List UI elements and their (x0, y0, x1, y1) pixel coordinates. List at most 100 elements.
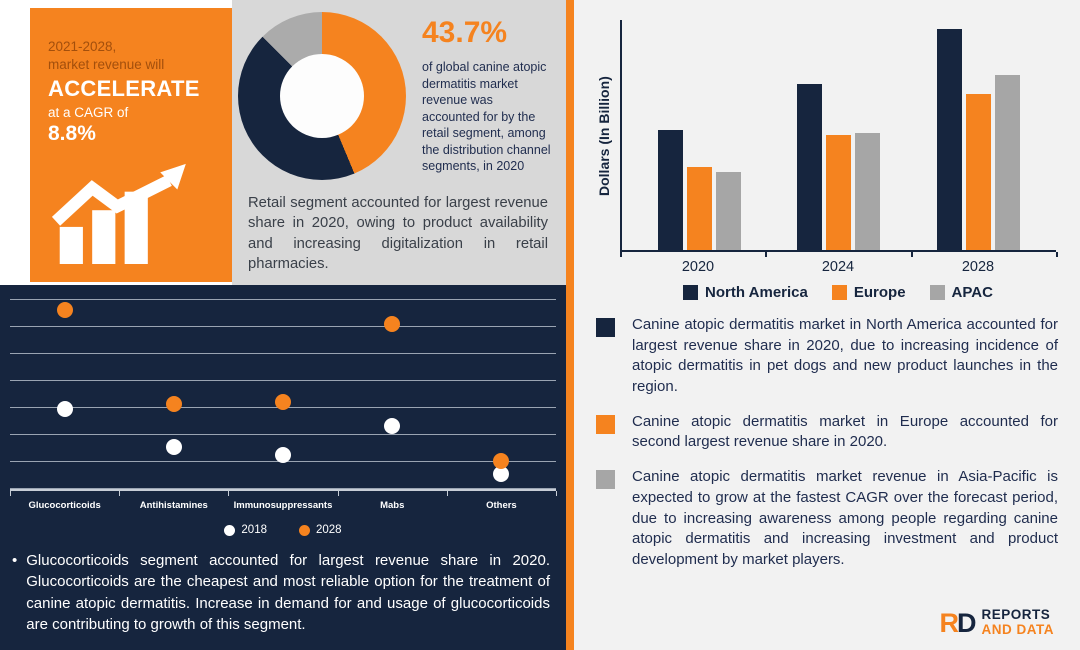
bullet-text: Canine atopic dermatitis market in North… (632, 316, 1058, 396)
distribution-donut (238, 12, 406, 180)
accel-headline: ACCELERATE (48, 76, 200, 102)
dotplot-plot (10, 299, 556, 491)
donut-row: 43.7% of global canine atopic dermatitis… (238, 12, 554, 180)
north-america-swatch-icon (596, 318, 615, 337)
axis-tick (620, 252, 622, 257)
dot-2028-glucocorticoids (56, 302, 73, 319)
bullet-marker: • (12, 552, 18, 569)
bar-group-2024 (769, 20, 908, 250)
x-axis-label: 2028 (961, 259, 995, 275)
category-label: Mabs (380, 500, 405, 511)
legend-item-apac: APAC (929, 284, 993, 301)
europe-swatch-icon (596, 414, 615, 434)
bar-xticks (620, 252, 1058, 258)
category-label: Immunosuppressants (233, 500, 333, 511)
x-axis-label: 2024 (821, 259, 855, 275)
legend-label: 2018 (241, 524, 267, 536)
apac-swatch-icon (596, 470, 615, 490)
legend-label: APAC (951, 284, 993, 301)
bar-legend: North America Europe APAC (620, 284, 1056, 301)
right-panel: Dollars (In Billion) 2020 2024 2028 North … (574, 0, 1080, 650)
axis-tick (228, 491, 230, 496)
axis-tick (119, 491, 121, 496)
bar-apac-2028 (994, 75, 1020, 250)
axis-tick (10, 491, 11, 496)
bar-apac-2024 (855, 133, 881, 250)
bullet-text: Glucocorticoids segment accounted for la… (26, 552, 550, 633)
dotplot-legend: 2018 2028 (0, 524, 566, 536)
glucocorticoids-bullet: • Glucocorticoids segment accounted for … (0, 536, 566, 635)
logo-line2: AND DATA (981, 622, 1054, 638)
bar-north-america-2028 (936, 29, 962, 250)
vertical-divider (566, 0, 574, 650)
dot-2028-immunosuppressants (275, 393, 291, 410)
legend-swatch-icon (683, 285, 699, 300)
logo-r: R (939, 607, 959, 638)
bar-europe-2028 (965, 93, 991, 250)
y-axis-label: Dollars (In Billion) (596, 76, 612, 196)
axis-tick (765, 252, 768, 257)
dot-2018-mabs (384, 418, 401, 435)
bar-group-2028 (909, 20, 1048, 250)
category-label: Others (486, 500, 517, 511)
accelerate-card: 2021-2028, market revenue will ACCELERAT… (30, 8, 232, 282)
highlight-percentage: 43.7% (422, 16, 508, 49)
dotplot-panel: Glucocorticoids Antihistamines Immunosuppr… (0, 285, 566, 650)
bar-xlabels: 2020 2024 2028 (620, 259, 1056, 275)
donut-hole (280, 54, 364, 138)
highlight-description: of global canine atopic dermatitis marke… (422, 60, 551, 173)
dot-2028-mabs (384, 315, 401, 332)
retail-summary: Retail segment accounted for largest rev… (248, 195, 548, 273)
accel-line3: at a CAGR of (48, 105, 129, 121)
logo-d: D (957, 607, 976, 638)
bar-europe-2024 (826, 135, 852, 250)
x-axis-label: 2020 (681, 259, 715, 275)
left-column: 2021-2028, market revenue will ACCELERAT… (0, 0, 566, 650)
dot-2018-others (493, 465, 510, 482)
logo-monogram-icon: RD (939, 607, 977, 638)
bullet-text: Canine atopic dermatitis market revenue … (632, 468, 1058, 568)
donut-panel: 43.7% of global canine atopic dermatitis… (232, 0, 566, 285)
legend-dot-icon (224, 524, 236, 536)
axis-tick (337, 491, 339, 496)
logo-text: REPORTS AND DATA (981, 607, 1055, 638)
bar-plot (620, 20, 1056, 252)
top-row: 2021-2028, market revenue will ACCELERAT… (0, 0, 566, 285)
dot-2028-antihistamines (165, 395, 182, 412)
accel-line1: 2021-2028, (48, 39, 117, 54)
bar-europe-2020 (687, 167, 713, 250)
cagr-value: 8.8% (48, 122, 96, 146)
bar-north-america-2020 (658, 130, 684, 250)
axis-tick (1056, 252, 1058, 257)
axis-tick (446, 491, 448, 496)
donut-highlight: 43.7% of global canine atopic dermatitis… (406, 12, 554, 180)
region-bullet-apac: Canine atopic dermatitis market revenue … (596, 467, 1058, 570)
bar-apac-2020 (716, 171, 742, 250)
category-label: Glucocorticoids (28, 500, 101, 511)
logo: RD REPORTS AND DATA (590, 600, 1060, 640)
legend-item-2018: 2018 (224, 524, 267, 536)
dotplot-cat-labels: Glucocorticoids Antihistamines Immunosuppr… (10, 500, 556, 511)
legend-item-2028: 2028 (299, 524, 342, 536)
dot-2018-immunosuppressants (275, 446, 291, 463)
category-label: Antihistamines (139, 500, 208, 511)
bar-north-america-2024 (797, 84, 823, 250)
legend-item-north-america: North America (683, 284, 808, 301)
dotplot-ticks (10, 491, 557, 497)
axis-tick (910, 252, 913, 257)
legend-swatch-icon (831, 285, 847, 300)
accel-line2: market revenue will (48, 56, 165, 72)
legend-label: Europe (853, 284, 906, 301)
bullet-text: Canine atopic dermatitis market in Europ… (632, 412, 1058, 451)
growth-arrow-icon (51, 163, 186, 265)
legend-item-europe: Europe (831, 284, 906, 301)
logo-line1: REPORTS (981, 607, 1051, 623)
region-bullet-europe: Canine atopic dermatitis market in Europ… (596, 412, 1058, 453)
bar-group-2020 (630, 20, 769, 250)
bar-chart-area: 2020 2024 2028 North America Europe APAC (620, 20, 1058, 301)
legend-label: North America (705, 284, 808, 301)
axis-tick (556, 491, 557, 496)
dot-2028-others (493, 452, 510, 469)
region-bullet-north-america: Canine atopic dermatitis market in North… (596, 315, 1058, 398)
